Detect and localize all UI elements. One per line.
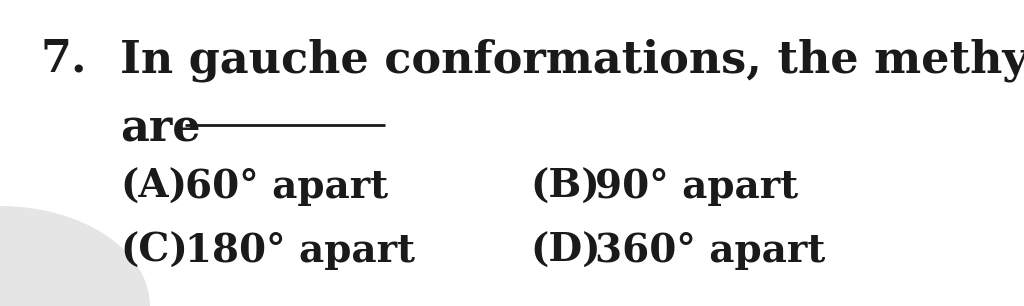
Text: 90° apart: 90° apart xyxy=(595,168,798,206)
Text: 180° apart: 180° apart xyxy=(185,232,415,270)
Text: (A): (A) xyxy=(120,168,187,206)
Text: (B): (B) xyxy=(530,168,600,206)
Text: (C): (C) xyxy=(120,232,187,270)
Text: (D): (D) xyxy=(530,232,601,270)
Text: 7.: 7. xyxy=(40,38,86,81)
Text: are: are xyxy=(120,108,201,151)
Text: 60° apart: 60° apart xyxy=(185,168,388,206)
Text: In gauche conformations, the methyl groups: In gauche conformations, the methyl grou… xyxy=(120,38,1024,81)
Text: 360° apart: 360° apart xyxy=(595,232,825,270)
Ellipse shape xyxy=(0,206,150,306)
